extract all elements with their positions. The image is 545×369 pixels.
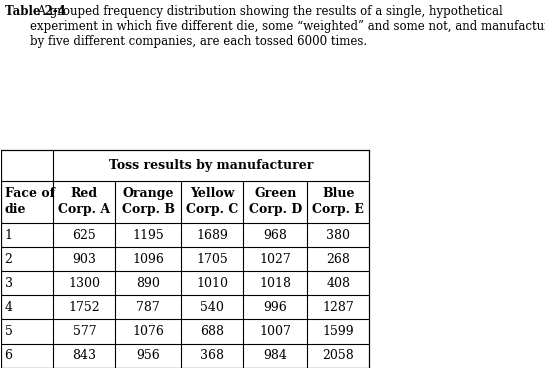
Text: 1027: 1027	[259, 253, 291, 266]
Text: 996: 996	[263, 301, 287, 314]
Text: 903: 903	[72, 253, 96, 266]
Text: 1689: 1689	[196, 228, 228, 241]
Text: 890: 890	[136, 277, 160, 290]
Text: 4: 4	[4, 301, 13, 314]
Text: 1096: 1096	[132, 253, 164, 266]
Text: Blue
Corp. E: Blue Corp. E	[312, 187, 364, 216]
Text: 843: 843	[72, 349, 96, 362]
Text: Table 2-4: Table 2-4	[5, 5, 66, 18]
Text: 1705: 1705	[197, 253, 228, 266]
Text: A grouped frequency distribution showing the results of a single, hypothetical
e: A grouped frequency distribution showing…	[30, 5, 545, 48]
Text: 577: 577	[72, 325, 96, 338]
Text: 688: 688	[201, 325, 225, 338]
Text: 1300: 1300	[68, 277, 100, 290]
Text: Orange
Corp. B: Orange Corp. B	[122, 187, 175, 216]
Text: 787: 787	[136, 301, 160, 314]
Text: 1752: 1752	[69, 301, 100, 314]
Text: Red
Corp. A: Red Corp. A	[58, 187, 111, 216]
Text: 540: 540	[201, 301, 225, 314]
Bar	[2, 150, 370, 368]
Text: Yellow
Corp. C: Yellow Corp. C	[186, 187, 239, 216]
Text: 6: 6	[4, 349, 13, 362]
Text: 1018: 1018	[259, 277, 292, 290]
Text: 956: 956	[136, 349, 160, 362]
Text: 268: 268	[326, 253, 350, 266]
Text: 1007: 1007	[259, 325, 291, 338]
Text: 984: 984	[263, 349, 287, 362]
Text: 3: 3	[4, 277, 13, 290]
Text: Face of
die: Face of die	[4, 187, 54, 216]
Text: 1076: 1076	[132, 325, 164, 338]
Text: 368: 368	[201, 349, 225, 362]
Text: 408: 408	[326, 277, 350, 290]
Text: 968: 968	[263, 228, 287, 241]
Text: 1287: 1287	[323, 301, 354, 314]
Text: 380: 380	[326, 228, 350, 241]
Text: 1599: 1599	[323, 325, 354, 338]
Text: 2058: 2058	[323, 349, 354, 362]
Text: 2: 2	[4, 253, 13, 266]
Text: 1: 1	[4, 228, 13, 241]
Text: 5: 5	[4, 325, 13, 338]
Text: 1010: 1010	[196, 277, 228, 290]
Text: 1195: 1195	[132, 228, 164, 241]
Text: Toss results by manufacturer: Toss results by manufacturer	[109, 159, 313, 172]
Text: 625: 625	[72, 228, 96, 241]
Text: Green
Corp. D: Green Corp. D	[249, 187, 302, 216]
